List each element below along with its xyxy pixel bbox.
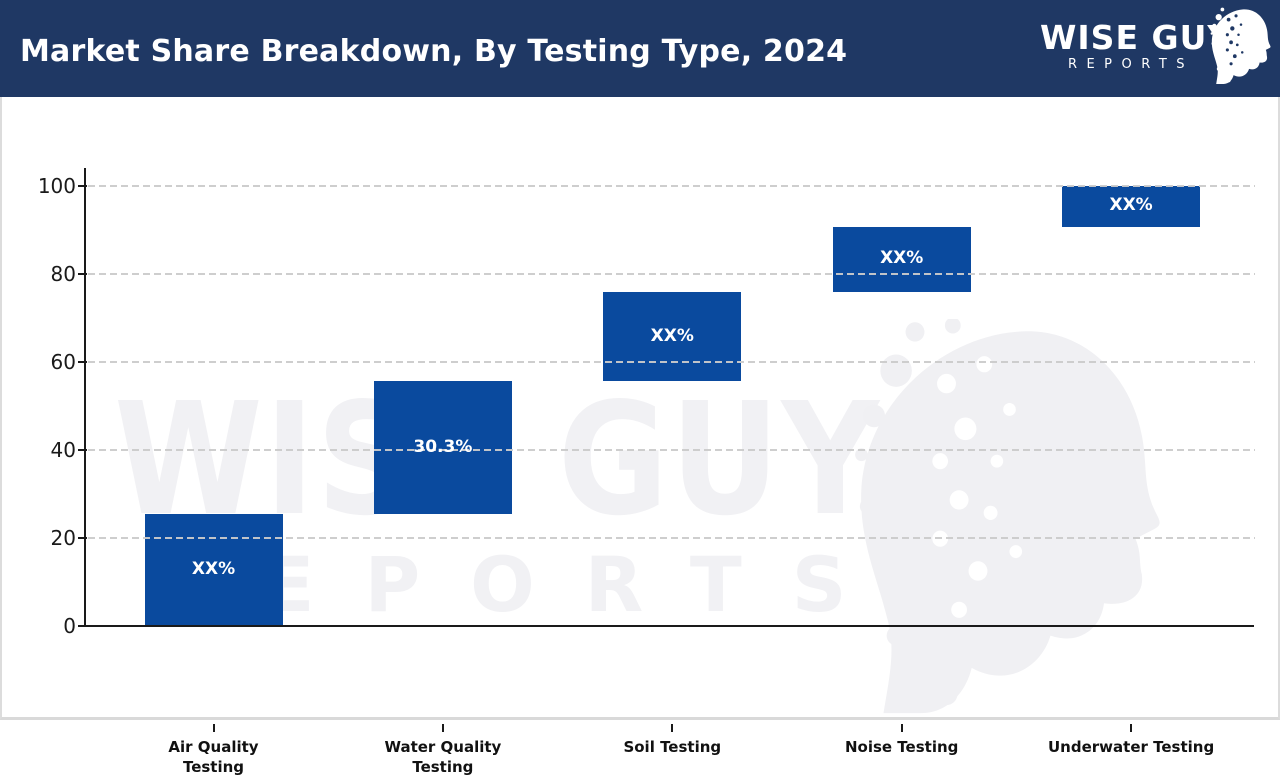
gridline [88,448,1255,451]
x-axis-line [84,625,1254,627]
bar-segment [373,381,512,515]
header-bar: Market Share Breakdown, By Testing Type,… [0,0,1280,97]
bar-segment [603,291,742,382]
bar-segment [1062,186,1201,227]
y-tick-mark [78,536,87,539]
page-title: Market Share Breakdown, By Testing Type,… [20,34,848,69]
x-tick-mark [212,724,215,732]
y-tick-mark [78,448,87,451]
bar-value-label: XX% [880,248,924,269]
y-tick-mark [78,624,87,627]
brand-logo-reports-text: REPORTS [1067,57,1195,72]
bar-segment [832,226,971,292]
y-tick-label: 40 [50,437,76,462]
x-category-label: Water Quality Testing [384,738,502,776]
gridline [88,185,1255,188]
bar-value-label: XX% [650,325,694,346]
bar-value-label: XX% [1109,195,1153,216]
x-tick-mark [441,724,444,732]
gridline [88,536,1255,539]
bar-segment [144,514,283,626]
y-tick-label: 60 [50,349,76,374]
x-category-label: Soil Testing [623,738,722,756]
x-tick-mark [671,724,674,732]
y-tick-mark [78,360,87,363]
gridline [88,272,1255,275]
y-axis-line [84,168,86,626]
chart-canvas: WISE GUY REPORTS 0 20 40 60 80 100 XX% Air Qual… [0,97,1280,776]
y-tick-label: 20 [50,525,76,550]
bar-value-label: 30.3% [413,436,473,457]
brand-logo: WISE GUY REPORTS [1040,18,1233,73]
y-tick-mark [78,272,87,275]
x-category-label: Air Quality Testing [168,738,259,776]
x-category-label: Underwater Testing [1048,738,1215,756]
x-tick-mark [900,724,903,732]
bar-value-label: XX% [191,558,236,579]
x-tick-mark [1130,724,1133,732]
y-tick-label: 100 [37,174,76,199]
x-category-label: Noise Testing [844,738,959,756]
brand-logo-head-icon [1210,7,1271,84]
gridline [88,360,1255,363]
brand-logo-wiseguy-text: WISE GUY [1040,18,1233,57]
y-tick-label: 80 [50,261,76,286]
y-tick-mark [78,185,87,188]
watermark-head-icon [855,319,1160,714]
y-tick-label: 0 [63,613,76,638]
